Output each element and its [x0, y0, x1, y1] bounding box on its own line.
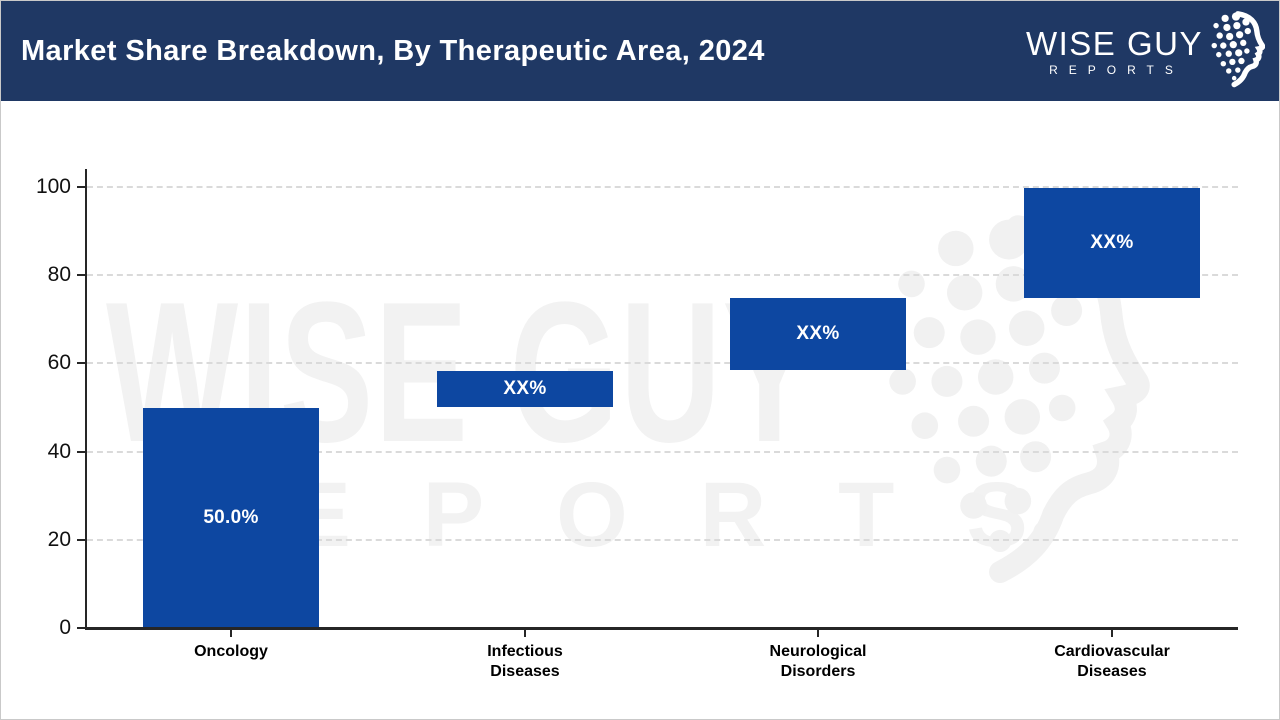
x-tick-mark	[524, 628, 526, 637]
category-label: Infectious Diseases	[415, 642, 635, 682]
x-tick-mark	[817, 628, 819, 637]
category-label-line: Infectious	[487, 643, 563, 660]
bar-value-label: XX%	[1090, 232, 1134, 253]
y-tick-mark	[77, 274, 85, 277]
bar-segment: XX%	[437, 370, 613, 408]
x-axis-line	[85, 627, 1238, 630]
header-bar: Market Share Breakdown, By Therapeutic A…	[1, 1, 1279, 101]
bar-value-label: 50.0%	[203, 506, 259, 528]
y-tick-label: 0	[59, 616, 71, 639]
category-label-line: Diseases	[490, 663, 560, 680]
y-tick-mark	[77, 362, 85, 365]
x-tick-mark	[1111, 628, 1113, 637]
brand-logo-text: WISE GUY REPORTS	[1026, 27, 1203, 76]
bar-segment: XX%	[730, 298, 906, 370]
brand-subname: REPORTS	[1049, 62, 1184, 77]
y-tick-label: 100	[35, 175, 71, 198]
y-tick-label: 40	[47, 439, 71, 463]
watermark-face-icon	[889, 215, 1150, 584]
category-label-line: Cardiovascular	[1054, 643, 1170, 660]
category-label-line: Oncology	[194, 643, 268, 660]
category-label-line: Neurological	[769, 643, 867, 660]
category-label: Oncology	[121, 642, 341, 662]
y-tick-mark	[77, 627, 85, 629]
y-axis-line	[85, 169, 87, 628]
category-label: Neurological Disorders	[708, 642, 928, 682]
gridline-80	[87, 274, 1238, 277]
y-tick-mark	[77, 186, 85, 188]
y-tick-label: 20	[47, 527, 71, 551]
category-label-line: Diseases	[1077, 663, 1147, 680]
gridline-20	[87, 538, 1238, 541]
brand-face-icon	[1211, 11, 1265, 88]
bar-value-label: XX%	[503, 378, 547, 400]
gridline-40	[87, 450, 1238, 453]
brand-logo: WISE GUY REPORTS	[1026, 10, 1265, 92]
y-tick-label: 80	[47, 263, 71, 287]
bar-segment: 50.0%	[143, 407, 319, 628]
category-label: Cardiovascular Diseases	[1002, 642, 1222, 682]
gridline-60	[87, 362, 1238, 365]
bar-value-label: XX%	[796, 322, 840, 344]
x-tick-mark	[230, 628, 232, 637]
category-label-line: Disorders	[780, 663, 856, 680]
y-tick-mark	[77, 538, 85, 541]
bar-segment: XX%	[1024, 187, 1200, 299]
brand-name: WISE GUY	[1025, 24, 1203, 62]
page-title: Market Share Breakdown, By Therapeutic A…	[21, 34, 765, 67]
gridline-100	[87, 186, 1238, 188]
y-tick-mark	[77, 450, 85, 453]
y-tick-label: 60	[47, 351, 71, 375]
